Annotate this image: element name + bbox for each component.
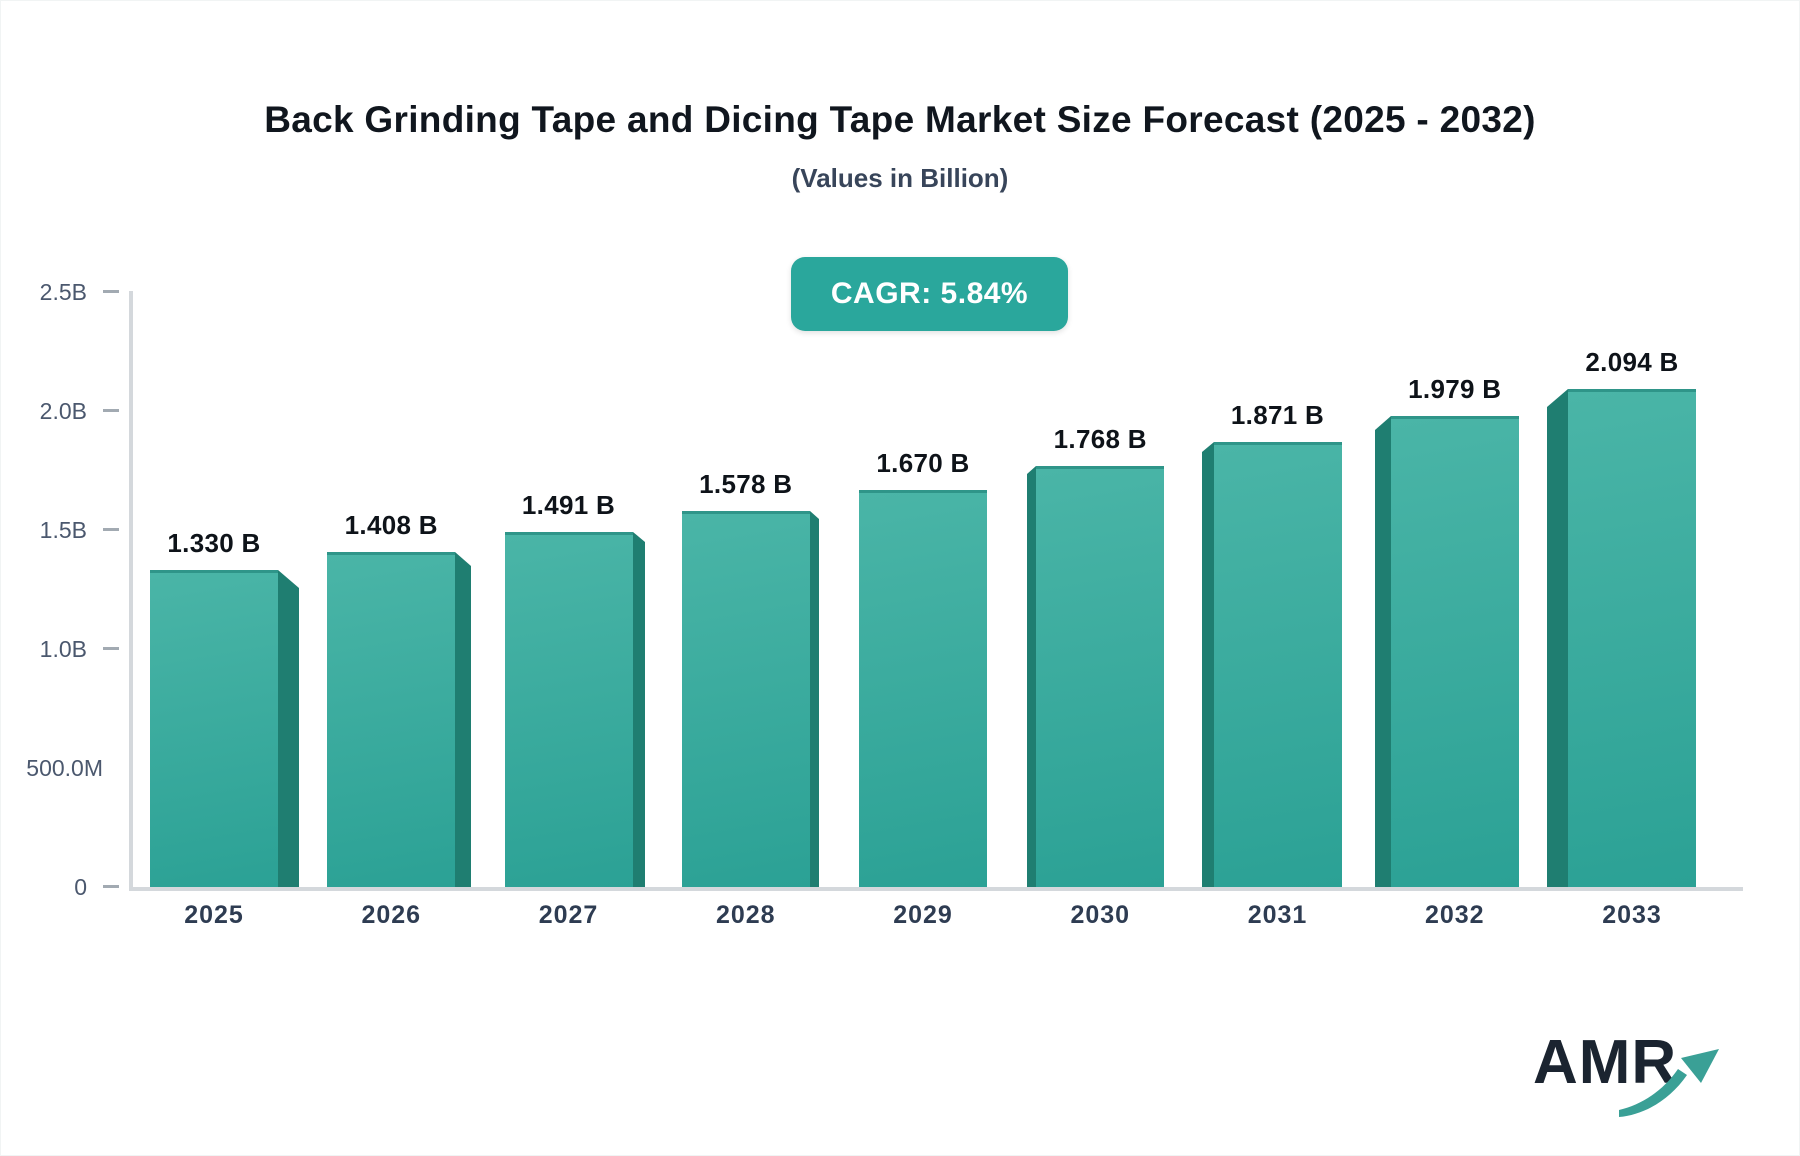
bar-side-face: [455, 552, 471, 887]
y-tick-dash: [103, 647, 119, 650]
x-axis-label: 2026: [361, 901, 422, 929]
bar: [682, 511, 810, 887]
bar: [859, 490, 987, 887]
bar-side-face: [633, 532, 645, 887]
bar-side-face: [1547, 389, 1568, 887]
y-tick-label: 500.0M: [26, 755, 103, 781]
bar-value-label: 2.094 B: [1585, 347, 1679, 377]
bar-value-label: 1.408 B: [344, 510, 438, 540]
bar-value-label: 1.330 B: [167, 528, 261, 558]
x-axis-baseline: [129, 887, 1743, 891]
y-tick-label: 0: [74, 874, 87, 900]
bar: [505, 532, 633, 887]
bar-value-label: 1.578 B: [699, 469, 793, 499]
logo-text: AMR: [1533, 1028, 1678, 1097]
bar: [1036, 466, 1164, 887]
x-axis-label: 2033: [1602, 901, 1662, 929]
bar-value-label: 1.491 B: [521, 490, 616, 520]
bar-value-label: 1.979 B: [1408, 374, 1502, 404]
bar-value-label: 1.768 B: [1053, 424, 1147, 454]
bar: [1214, 442, 1342, 887]
x-axis-label: 2028: [715, 901, 776, 929]
x-axis-label: 2027: [538, 901, 599, 929]
y-tick-label: 1.0B: [39, 636, 87, 662]
bar-side-face: [278, 570, 299, 887]
chart-subtitle: (Values in Billion): [791, 163, 1009, 193]
y-tick-dash: [103, 409, 119, 412]
bar: [1568, 389, 1696, 887]
x-axis-label: 2029: [893, 901, 953, 929]
y-tick-dash: [103, 290, 119, 293]
x-axis-label: 2031: [1247, 901, 1308, 929]
y-tick-dash: [103, 885, 119, 888]
bar: [327, 552, 455, 887]
bar: [150, 570, 278, 887]
bar-value-label: 1.871 B: [1230, 400, 1325, 430]
brand-logo: AMR: [1533, 1027, 1733, 1127]
bar-side-face: [1375, 416, 1391, 887]
bar-side-face: [810, 511, 819, 887]
x-axis-label: 2032: [1424, 901, 1485, 929]
bar-value-label: 1.670 B: [876, 448, 970, 478]
bar: [1391, 416, 1519, 887]
y-tick-label: 2.0B: [39, 398, 87, 424]
x-axis-label: 2030: [1070, 901, 1131, 929]
y-tick-dash: [103, 528, 119, 531]
y-tick-label: 2.5B: [39, 279, 87, 305]
logo-growth-arrow-icon: [1619, 1049, 1719, 1117]
chart-title: Back Grinding Tape and Dicing Tape Marke…: [264, 99, 1536, 140]
bar-side-face: [1202, 442, 1214, 887]
y-axis-line: [129, 291, 133, 891]
y-tick-label: 1.5B: [39, 517, 87, 543]
bar-side-face: [1027, 466, 1036, 887]
x-axis-label: 2025: [184, 901, 244, 929]
cagr-badge: CAGR: 5.84%: [791, 257, 1068, 331]
